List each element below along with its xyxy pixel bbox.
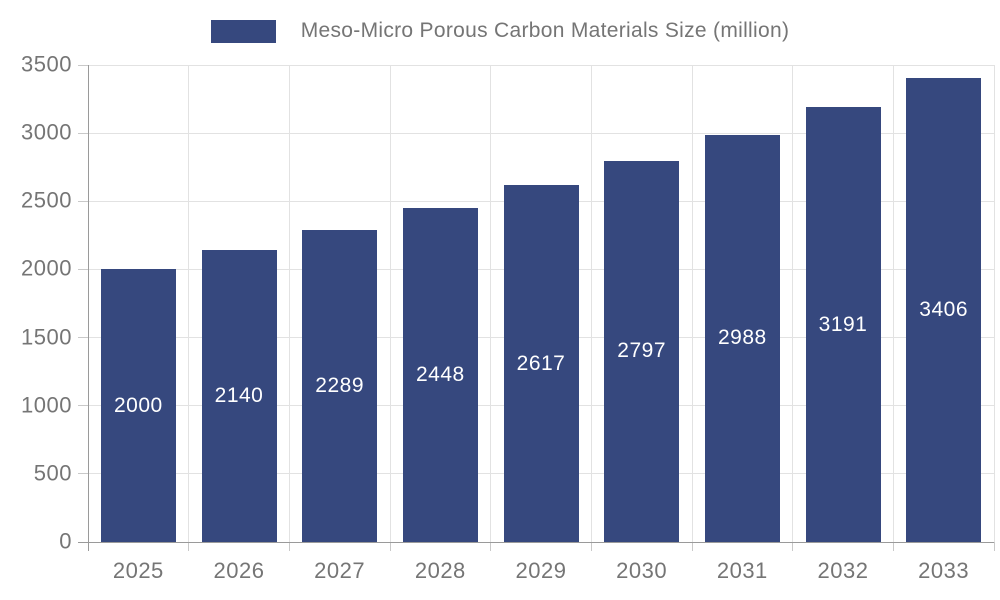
y-tick-mark [78,268,88,270]
bar-value-label: 2000 [113,393,163,417]
x-gridline [892,65,894,542]
x-tick-mark [892,542,894,551]
x-axis-tick-label: 2026 [213,558,265,583]
bar-value-label: 3406 [919,297,969,321]
x-tick-mark [490,542,492,551]
x-tick-mark [389,542,391,551]
bar-2027[interactable] [302,230,378,542]
x-gridline [288,65,290,542]
y-axis-tick-label: 3000 [21,119,72,145]
bar-2033[interactable] [906,77,982,542]
bar-value-label: 2797 [617,339,667,363]
x-gridline [590,65,592,542]
y-tick-mark [78,200,88,202]
x-tick-mark [188,542,190,551]
x-axis-tick-label: 2028 [414,558,466,583]
y-axis-line [87,65,89,551]
bar-value-label: 2617 [516,351,566,375]
bar-value-label: 3191 [818,312,868,336]
x-axis-tick-label: 2032 [817,558,869,583]
legend[interactable]: Meso-Micro Porous Carbon Materials Size … [0,19,1000,43]
x-gridline [792,65,794,542]
x-tick-mark [993,542,995,551]
x-tick-mark [792,542,794,551]
x-axis-tick-label: 2030 [616,558,668,583]
legend-swatch [210,19,276,43]
y-tick-mark [78,337,88,339]
y-axis-tick-label: 1500 [21,324,72,350]
legend-label: Meso-Micro Porous Carbon Materials Size … [300,19,790,42]
x-axis-tick-label: 2033 [918,558,970,583]
x-tick-mark [590,542,592,551]
bar-value-label: 2289 [315,374,365,398]
x-gridline [188,65,190,542]
y-axis-tick-label: 500 [33,460,72,486]
x-gridline [993,65,995,542]
bar-2030[interactable] [604,160,680,542]
x-gridline [389,65,391,542]
y-gridline [88,132,994,134]
x-gridline [490,65,492,542]
y-tick-mark [78,473,88,475]
bar-value-label: 2988 [717,326,767,350]
x-axis-line [78,541,994,543]
y-tick-mark [78,405,88,407]
x-axis-tick-label: 2027 [314,558,366,583]
bar-2028[interactable] [402,208,478,542]
y-axis-tick-label: 2000 [21,255,72,281]
x-tick-mark [691,542,693,551]
bar-value-label: 2448 [415,363,465,387]
y-axis-tick-label: 0 [59,528,72,554]
y-tick-mark [78,132,88,134]
bar-2029[interactable] [503,185,579,542]
bar-2032[interactable] [805,107,881,542]
bar-value-label: 2140 [214,384,264,408]
y-gridline [88,64,994,66]
x-axis-tick-label: 2031 [716,558,768,583]
x-gridline [691,65,693,542]
y-axis-tick-label: 3500 [21,51,72,77]
y-tick-mark [78,64,88,66]
x-axis-tick-label: 2025 [112,558,164,583]
bar-2031[interactable] [704,134,780,542]
x-axis-tick-label: 2029 [515,558,567,583]
y-axis-tick-label: 2500 [21,187,72,213]
bar-2026[interactable] [201,250,277,542]
x-tick-mark [288,542,290,551]
y-axis-tick-label: 1000 [21,392,72,418]
bar-2025[interactable] [100,269,176,542]
